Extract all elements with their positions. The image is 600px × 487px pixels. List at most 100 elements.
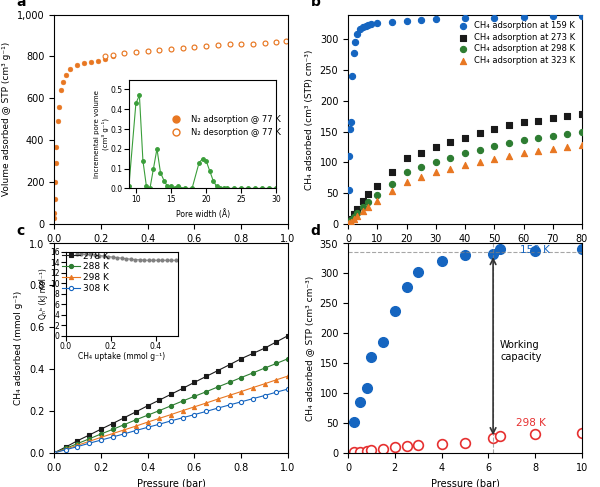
288 K <box>250 370 257 376</box>
X-axis label: Relative pressure (P/P₀): Relative pressure (P/P₀) <box>113 249 229 259</box>
CH₄ adsorption at 323 K <box>548 145 557 153</box>
288 K <box>156 408 163 413</box>
CH₄ adsorption at 159 K <box>361 22 370 30</box>
298 K <box>203 400 210 406</box>
288 K <box>179 398 187 404</box>
308 K <box>74 444 81 450</box>
CH₄ adsorption at 159 K <box>367 20 376 28</box>
CH₄ adsorption at 323 K <box>416 173 426 181</box>
308 K <box>132 428 139 433</box>
CH₄ adsorption at 323 K <box>490 155 499 163</box>
CH₄ adsorption at 273 K <box>548 114 557 122</box>
288 K <box>214 384 221 390</box>
278 K <box>62 444 70 450</box>
CH₄ adsorption at 298 K <box>518 136 529 144</box>
CH₄ adsorption at 323 K <box>446 165 455 172</box>
278 K <box>179 386 187 392</box>
CH₄ adsorption at 298 K <box>346 216 356 224</box>
CH₄ adsorption at 159 K <box>416 16 426 23</box>
CH₄ adsorption at 298 K <box>490 142 499 150</box>
CH₄ adsorption at 273 K <box>416 150 426 157</box>
278 K <box>284 333 292 338</box>
308 K <box>62 447 70 453</box>
CH₄ adsorption at 159 K <box>548 13 557 20</box>
298 K <box>226 393 233 398</box>
308 K <box>109 434 116 440</box>
Line: 298 K: 298 K <box>52 374 290 455</box>
CH₄ adsorption at 298 K <box>475 146 484 154</box>
CH₄ adsorption at 273 K <box>431 143 440 151</box>
Text: b: b <box>311 0 320 9</box>
CH₄ adsorption at 273 K <box>373 182 382 190</box>
CH₄ adsorption at 159 K <box>373 19 382 27</box>
288 K <box>144 412 151 418</box>
CH₄ adsorption at 323 K <box>563 143 572 151</box>
278 K <box>214 368 221 374</box>
CH₄ adsorption at 273 K <box>577 111 587 118</box>
278 K <box>50 450 58 456</box>
298 K <box>272 377 280 383</box>
CH₄ adsorption at 273 K <box>563 112 572 120</box>
308 K <box>156 421 163 427</box>
288 K <box>97 431 104 437</box>
288 K <box>226 379 233 385</box>
308 K <box>214 405 221 411</box>
CH₄ adsorption at 159 K <box>344 186 353 194</box>
Line: 288 K: 288 K <box>52 356 290 455</box>
298 K <box>156 415 163 421</box>
CH₄ adsorption at 159 K <box>352 30 362 38</box>
CH₄ adsorption at 323 K <box>431 169 440 176</box>
288 K <box>132 417 139 423</box>
CH₄ adsorption at 298 K <box>533 134 543 142</box>
288 K <box>191 393 198 399</box>
CH₄ adsorption at 159 K <box>431 15 440 23</box>
CH₄ adsorption at 273 K <box>344 218 354 225</box>
Y-axis label: Volume adsorbed @ STP (cm³ g⁻¹): Volume adsorbed @ STP (cm³ g⁻¹) <box>2 42 11 196</box>
298 K <box>284 373 292 379</box>
CH₄ adsorption at 323 K <box>364 203 373 211</box>
CH₄ adsorption at 273 K <box>352 206 362 213</box>
298 K <box>261 381 268 387</box>
CH₄ adsorption at 273 K <box>533 117 543 125</box>
Text: d: d <box>311 224 320 238</box>
CH₄ adsorption at 298 K <box>373 191 382 199</box>
CH₄ adsorption at 298 K <box>504 139 514 147</box>
308 K <box>191 412 198 417</box>
308 K <box>179 415 187 421</box>
288 K <box>62 446 70 451</box>
CH₄ adsorption at 323 K <box>504 152 514 160</box>
308 K <box>121 431 128 437</box>
298 K <box>50 450 58 456</box>
278 K <box>191 379 198 385</box>
X-axis label: Pressure (bar): Pressure (bar) <box>431 478 499 487</box>
Text: c: c <box>17 224 25 238</box>
288 K <box>167 403 175 409</box>
CH₄ adsorption at 273 K <box>504 122 514 130</box>
CH₄ adsorption at 159 K <box>518 13 529 21</box>
308 K <box>250 396 257 402</box>
308 K <box>284 386 292 392</box>
CH₄ adsorption at 298 K <box>344 219 353 226</box>
298 K <box>214 396 221 402</box>
Text: a: a <box>17 0 26 9</box>
CH₄ adsorption at 323 K <box>460 161 470 169</box>
CH₄ adsorption at 159 K <box>387 18 397 26</box>
CH₄ adsorption at 323 K <box>577 141 587 149</box>
298 K <box>97 434 104 440</box>
CH₄ adsorption at 159 K <box>577 13 587 20</box>
Y-axis label: CH₄ adsorbed (mmol g⁻¹): CH₄ adsorbed (mmol g⁻¹) <box>14 291 23 405</box>
CH₄ adsorption at 298 K <box>431 159 440 167</box>
X-axis label: Pressure (bar): Pressure (bar) <box>137 478 205 487</box>
CH₄ adsorption at 298 K <box>563 130 572 138</box>
CH₄ adsorption at 298 K <box>358 203 367 211</box>
298 K <box>132 423 139 429</box>
CH₄ adsorption at 323 K <box>387 187 397 195</box>
298 K <box>121 427 128 433</box>
288 K <box>74 441 81 447</box>
298 K <box>74 443 81 449</box>
CH₄ adsorption at 159 K <box>355 25 365 33</box>
CH₄ adsorption at 298 K <box>548 132 557 140</box>
308 K <box>144 425 151 431</box>
CH₄ adsorption at 323 K <box>344 220 353 227</box>
CH₄ adsorption at 323 K <box>475 159 484 167</box>
